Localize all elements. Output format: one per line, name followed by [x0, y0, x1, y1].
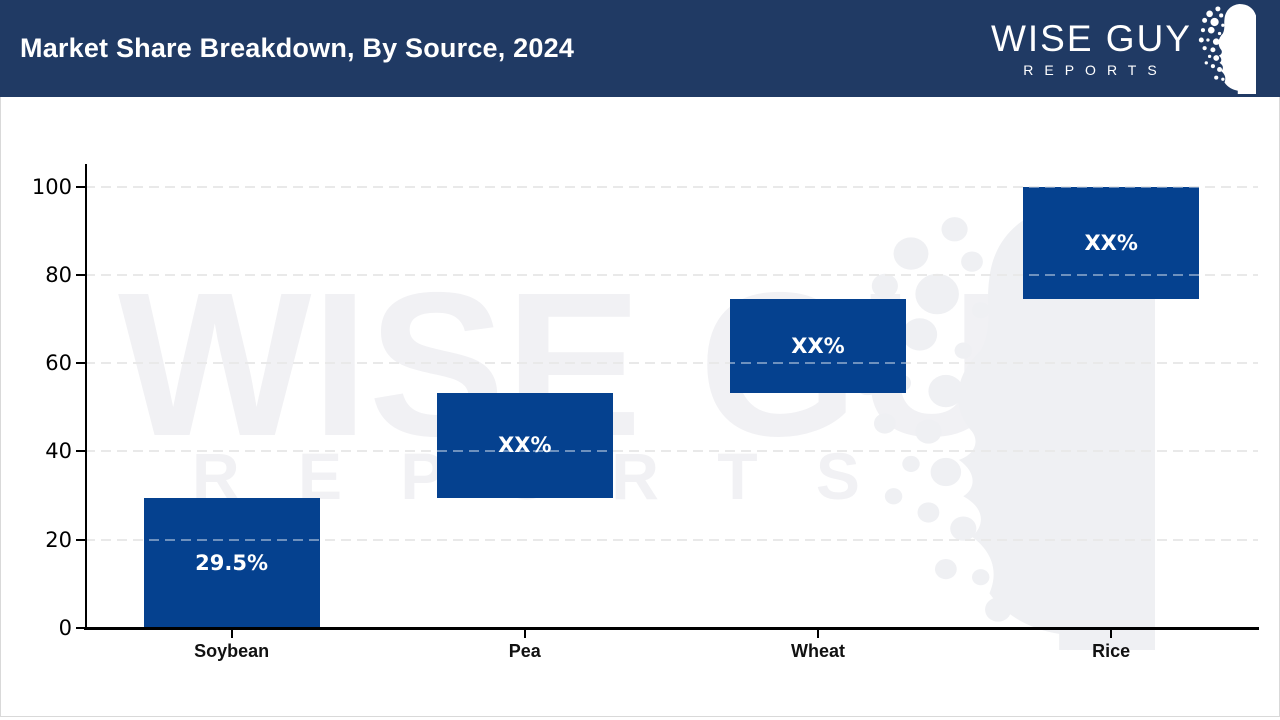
page-title: Market Share Breakdown, By Source, 2024: [20, 33, 575, 63]
x-axis-line: [84, 627, 1259, 630]
y-tick: [76, 538, 85, 541]
gridline-overlay: [85, 185, 1258, 188]
x-tick: [523, 630, 526, 638]
y-tick: [76, 362, 85, 365]
y-tick: [76, 627, 85, 629]
gridline: [85, 362, 1258, 365]
brand-subtitle: REPORTS: [1023, 61, 1168, 78]
gridline-overlay: [85, 362, 1258, 365]
bar-value-label: XX%: [791, 333, 845, 358]
gridline: [85, 273, 1258, 276]
x-tick: [817, 630, 819, 638]
bar-pea: XX%: [436, 392, 613, 498]
brand-logo-text: WISE GUY REPORTS: [991, 20, 1192, 78]
header-bar: Market Share Breakdown, By Source, 2024 …: [0, 0, 1280, 97]
brand-name: WISE GUY: [990, 17, 1192, 59]
category-label-soybean: Soybean: [194, 641, 270, 661]
y-tick-label: 60: [45, 351, 72, 376]
bar-value-label: 29.5%: [195, 550, 269, 575]
x-tick: [230, 630, 233, 638]
y-tick-label: 0: [58, 616, 72, 640]
bar-rice: XX%: [1023, 186, 1200, 300]
bar-value-label: XX%: [1084, 230, 1138, 255]
brand-logo: WISE GUY REPORTS: [991, 3, 1256, 94]
category-label-pea: Pea: [508, 641, 541, 661]
y-tick-label: 40: [45, 439, 72, 464]
y-tick-label: 80: [45, 262, 72, 287]
gridline-overlay: [85, 538, 1258, 541]
y-tick-label: 100: [31, 174, 72, 199]
gridline: [85, 538, 1258, 541]
bar-soybean: 29.5%: [143, 497, 320, 628]
y-tick: [76, 450, 85, 453]
brand-head-icon: [1198, 3, 1256, 94]
category-label-rice: Rice: [1092, 641, 1131, 661]
gridline-overlay: [85, 450, 1258, 453]
y-tick: [76, 273, 85, 276]
gridline: [85, 185, 1258, 188]
gridline: [85, 450, 1258, 453]
x-tick: [1110, 630, 1113, 638]
gridline-overlay: [85, 273, 1258, 276]
y-tick: [76, 185, 85, 188]
y-tick-label: 20: [45, 527, 72, 552]
y-axis-spine: [85, 164, 87, 630]
category-label-wheat: Wheat: [791, 641, 845, 661]
bar-wheat: XX%: [730, 299, 906, 393]
bar-value-label: XX%: [498, 433, 552, 458]
